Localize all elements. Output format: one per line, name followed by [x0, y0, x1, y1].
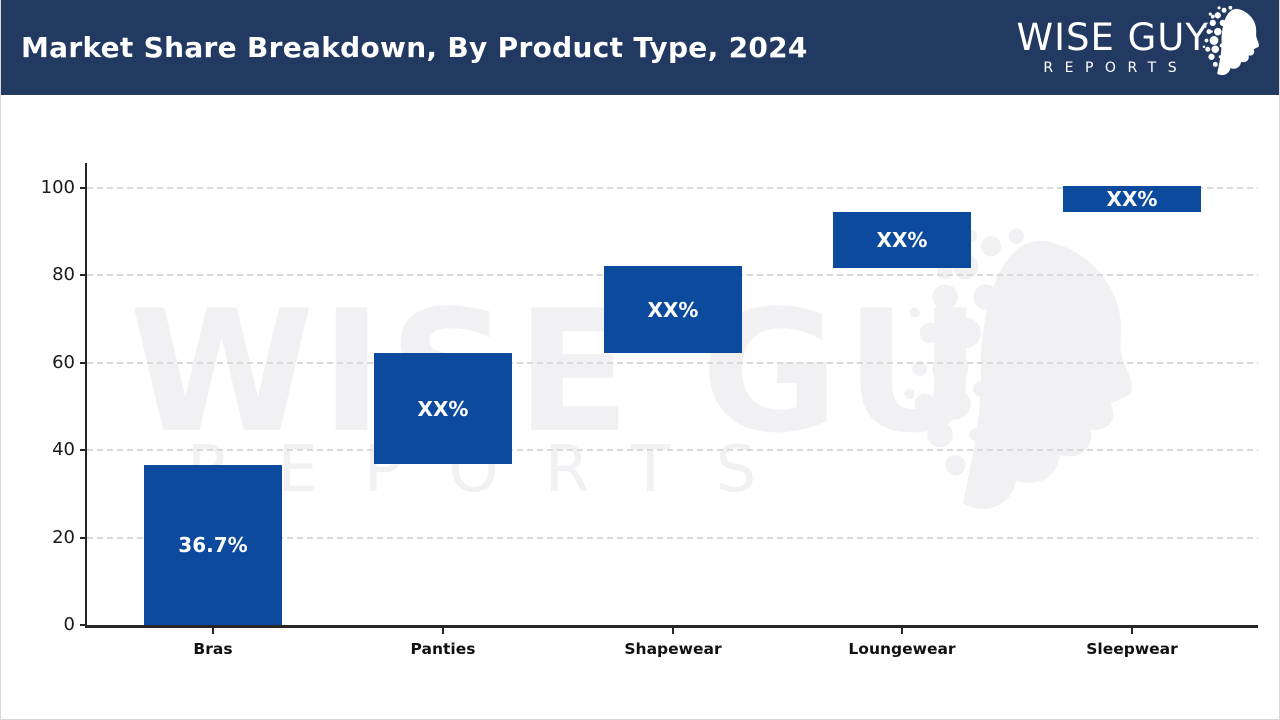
y-tick-mark [80, 186, 87, 189]
category-label: Shapewear [624, 640, 722, 658]
bar-sleepwear: XX% [1063, 186, 1201, 212]
wiseguy-logo: WISE GUY REPORTS [1017, 4, 1267, 92]
y-tick-label: 20 [52, 526, 75, 548]
gridline [87, 186, 1258, 189]
y-tick-label: 40 [52, 439, 75, 461]
watermark-face-icon [904, 228, 1132, 509]
bar-bras: 36.7% [144, 465, 282, 625]
bar-shapewear: XX% [604, 266, 742, 353]
y-axis [85, 163, 87, 627]
x-tick-mark [901, 627, 903, 634]
header-bar: Market Share Breakdown, By Product Type,… [1, 0, 1279, 95]
category-label: Sleepwear [1086, 640, 1178, 658]
y-tick-label: 100 [40, 176, 75, 198]
x-tick-mark [1131, 627, 1133, 634]
category-label: Loungewear [848, 640, 956, 658]
y-tick-mark [80, 361, 87, 364]
bar-value-label: 36.7% [178, 533, 248, 557]
bar-loungewear: XX% [833, 212, 971, 268]
x-tick-mark [672, 627, 674, 634]
logo-reports-text: REPORTS [1043, 60, 1189, 76]
bar-value-label: XX% [1106, 187, 1158, 211]
y-tick-label: 0 [63, 614, 75, 635]
y-tick-mark [80, 536, 87, 539]
y-tick-mark [80, 274, 87, 277]
bar-value-label: XX% [647, 297, 699, 322]
x-tick-mark [212, 627, 214, 634]
bar-panties: XX% [374, 353, 512, 464]
bar-value-label: XX% [876, 228, 928, 252]
x-tick-mark [442, 627, 444, 634]
y-tick-label: 80 [52, 264, 75, 286]
logo-wiseguy-text: WISE GUY [1016, 16, 1209, 59]
category-label: Bras [193, 640, 233, 658]
page-title: Market Share Breakdown, By Product Type,… [21, 31, 808, 64]
bar-value-label: XX% [417, 396, 469, 421]
y-tick-mark [80, 449, 87, 452]
logo-text: WISE GUY REPORTS [1017, 19, 1209, 76]
x-axis [85, 625, 1258, 628]
gridline [87, 361, 1258, 364]
y-tick-label: 60 [52, 351, 75, 373]
gridline [87, 449, 1258, 452]
y-tick-mark [80, 624, 87, 626]
wiseguy-face-icon [1202, 5, 1259, 75]
category-label: Panties [410, 640, 476, 658]
gridline [87, 536, 1258, 539]
